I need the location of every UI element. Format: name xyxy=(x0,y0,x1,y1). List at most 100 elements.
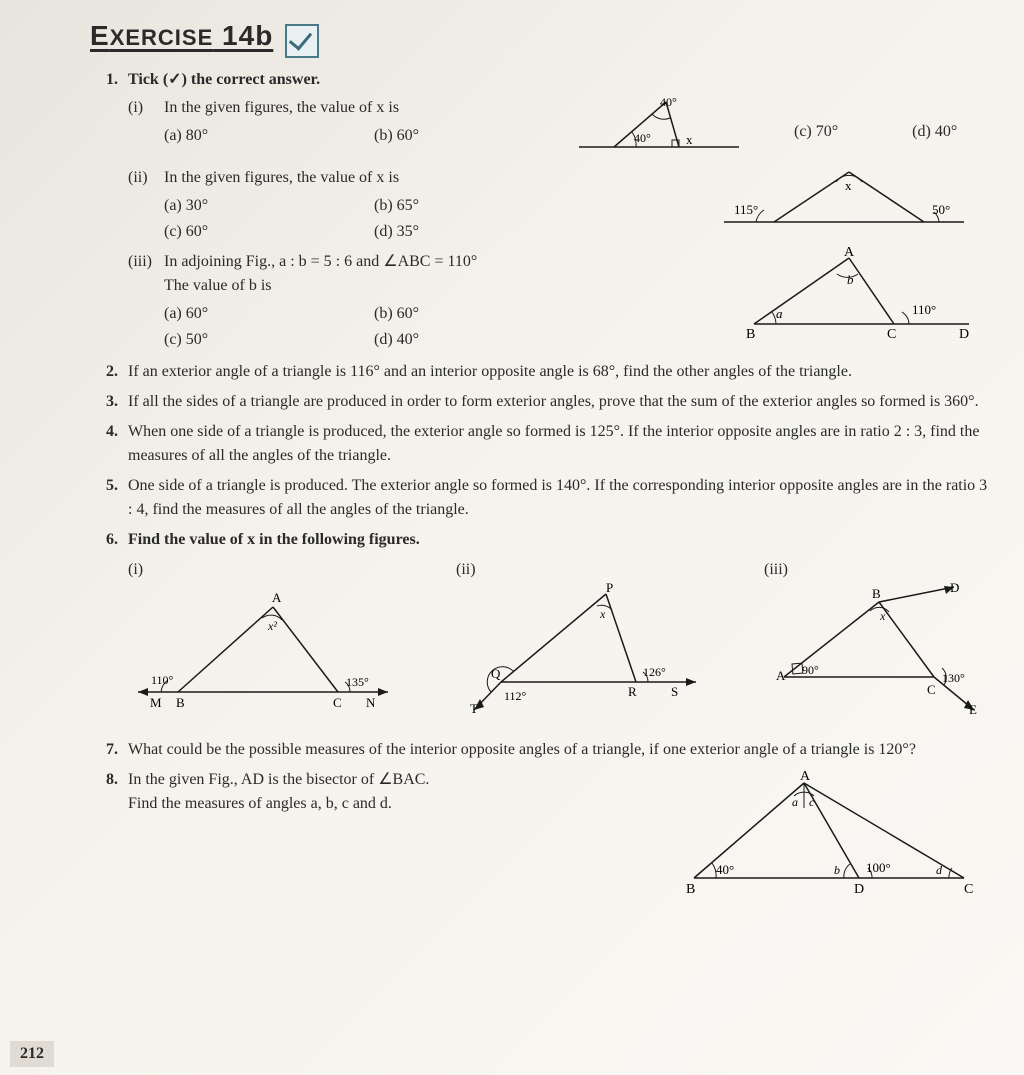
q1ii-opt-b: (b) 65° xyxy=(374,194,474,218)
svg-text:x: x xyxy=(845,178,852,193)
q1iii-opt-a: (a) 60° xyxy=(164,302,264,326)
q2-num: 2. xyxy=(90,360,128,384)
svg-text:40°: 40° xyxy=(634,131,651,145)
q1ii-opt-a: (a) 30° xyxy=(164,194,264,218)
q7-num: 7. xyxy=(90,738,128,762)
svg-text:N: N xyxy=(366,695,376,710)
svg-text:100°: 100° xyxy=(866,860,891,875)
q1ii-figure: 115° 50° x xyxy=(714,162,994,237)
svg-text:P: P xyxy=(606,582,613,595)
question-7: 7. What could be the possible measures o… xyxy=(90,738,994,762)
q1iii-num: (iii) xyxy=(128,250,164,298)
svg-text:C: C xyxy=(927,682,936,697)
svg-text:b: b xyxy=(847,272,854,287)
svg-text:T: T xyxy=(470,701,478,716)
svg-text:a: a xyxy=(792,795,798,809)
svg-text:S: S xyxy=(671,684,678,699)
q1i-opt-d: (d) 40° xyxy=(912,123,957,140)
svg-text:a: a xyxy=(776,306,783,321)
q1i-opt-c: (c) 70° xyxy=(794,123,838,140)
svg-text:B: B xyxy=(746,327,755,341)
svg-text:90°: 90° xyxy=(802,663,819,677)
svg-text:D: D xyxy=(959,327,969,341)
q7-text: What could be the possible measures of t… xyxy=(128,738,994,762)
q1i-num: (i) xyxy=(128,96,164,120)
svg-text:A: A xyxy=(800,769,811,784)
svg-text:112°: 112° xyxy=(504,689,527,703)
q1iii-opt-b: (b) 60° xyxy=(374,302,474,326)
svg-text:130°: 130° xyxy=(942,671,965,685)
q6-num: 6. xyxy=(90,528,128,732)
q1-instruction: Tick (✓) the correct answer. xyxy=(128,68,994,92)
q3-text: If all the sides of a triangle are produ… xyxy=(128,390,994,414)
q2-text: If an exterior angle of a triangle is 11… xyxy=(128,360,994,384)
q6ii-num: (ii) xyxy=(456,558,496,582)
svg-text:A: A xyxy=(844,246,855,260)
svg-text:A: A xyxy=(776,668,786,683)
q6i-num: (i) xyxy=(128,558,168,582)
q8-text2: Find the measures of angles a, b, c and … xyxy=(128,795,392,812)
q1iii-opt-c: (c) 50° xyxy=(164,328,264,352)
svg-text:C: C xyxy=(887,327,896,341)
svg-text:110°: 110° xyxy=(912,302,936,317)
svg-text:B: B xyxy=(872,586,881,601)
svg-text:x: x xyxy=(599,607,606,621)
exercise-header: EXERCISE 14b xyxy=(90,20,994,62)
q3-num: 3. xyxy=(90,390,128,414)
question-8: 8. In the given Fig., AD is the bisector… xyxy=(90,768,994,898)
q1i-figure: 40° 40° x xyxy=(574,92,774,162)
svg-text:R: R xyxy=(628,684,637,699)
q5-num: 5. xyxy=(90,474,128,522)
svg-text:50°: 50° xyxy=(932,202,950,217)
q1iii-opt-d: (d) 40° xyxy=(374,328,474,352)
q6iii-figure: (iii) A B C xyxy=(764,558,994,722)
q1ii-opt-d: (d) 35° xyxy=(374,220,474,244)
q6iii-num: (iii) xyxy=(764,558,804,582)
question-6: 6. Find the value of x in the following … xyxy=(90,528,994,732)
header-e: E xyxy=(90,20,110,51)
header-num: 14b xyxy=(213,20,273,51)
svg-text:d: d xyxy=(936,863,943,877)
q1i-opt-b: (b) 60° xyxy=(374,124,474,148)
q6i-figure: (i) M B C N A xyxy=(128,558,398,722)
svg-text:135°: 135° xyxy=(346,675,369,689)
svg-text:x: x xyxy=(686,132,693,147)
page-number: 212 xyxy=(10,1041,54,1067)
svg-text:40°: 40° xyxy=(660,95,677,109)
q8-num: 8. xyxy=(90,768,128,898)
q6ii-figure: (ii) T Q R S xyxy=(456,558,706,722)
question-2: 2. If an exterior angle of a triangle is… xyxy=(90,360,994,384)
svg-text:126°: 126° xyxy=(643,665,666,679)
svg-text:110°: 110° xyxy=(151,673,174,687)
q8-text1: In the given Fig., AD is the bisector of… xyxy=(128,771,429,788)
svg-text:x²: x² xyxy=(267,619,277,633)
q4-text: When one side of a triangle is produced,… xyxy=(128,420,994,468)
q1iii-text2: The value of b is xyxy=(164,277,272,294)
question-5: 5. One side of a triangle is produced. T… xyxy=(90,474,994,522)
svg-text:Q: Q xyxy=(491,666,501,681)
svg-text:M: M xyxy=(150,695,162,710)
q1iii-figure: A B C D a b 110° xyxy=(734,246,994,341)
question-1: 1. Tick (✓) the correct answer. (i) In t… xyxy=(90,68,994,354)
question-4: 4. When one side of a triangle is produc… xyxy=(90,420,994,468)
q1ii-text: In the given figures, the value of x is xyxy=(164,166,399,190)
q1ii-num: (ii) xyxy=(128,166,164,190)
svg-text:115°: 115° xyxy=(734,202,758,217)
q6-text: Find the value of x in the following fig… xyxy=(128,528,994,552)
svg-text:E: E xyxy=(969,702,977,717)
q4-num: 4. xyxy=(90,420,128,468)
svg-text:B: B xyxy=(176,695,185,710)
svg-text:b: b xyxy=(834,863,840,877)
q1i-opt-a: (a) 80° xyxy=(164,124,264,148)
check-icon xyxy=(285,24,319,58)
svg-text:C: C xyxy=(333,695,342,710)
q1ii-opt-c: (c) 60° xyxy=(164,220,264,244)
svg-text:D: D xyxy=(950,582,959,595)
q1iii-text1: In adjoining Fig., a : b = 5 : 6 and ∠AB… xyxy=(164,253,477,270)
svg-text:c: c xyxy=(809,795,815,809)
q5-text: One side of a triangle is produced. The … xyxy=(128,474,994,522)
svg-text:C: C xyxy=(964,882,973,897)
svg-text:x: x xyxy=(879,609,886,623)
question-3: 3. If all the sides of a triangle are pr… xyxy=(90,390,994,414)
svg-text:D: D xyxy=(854,882,864,897)
